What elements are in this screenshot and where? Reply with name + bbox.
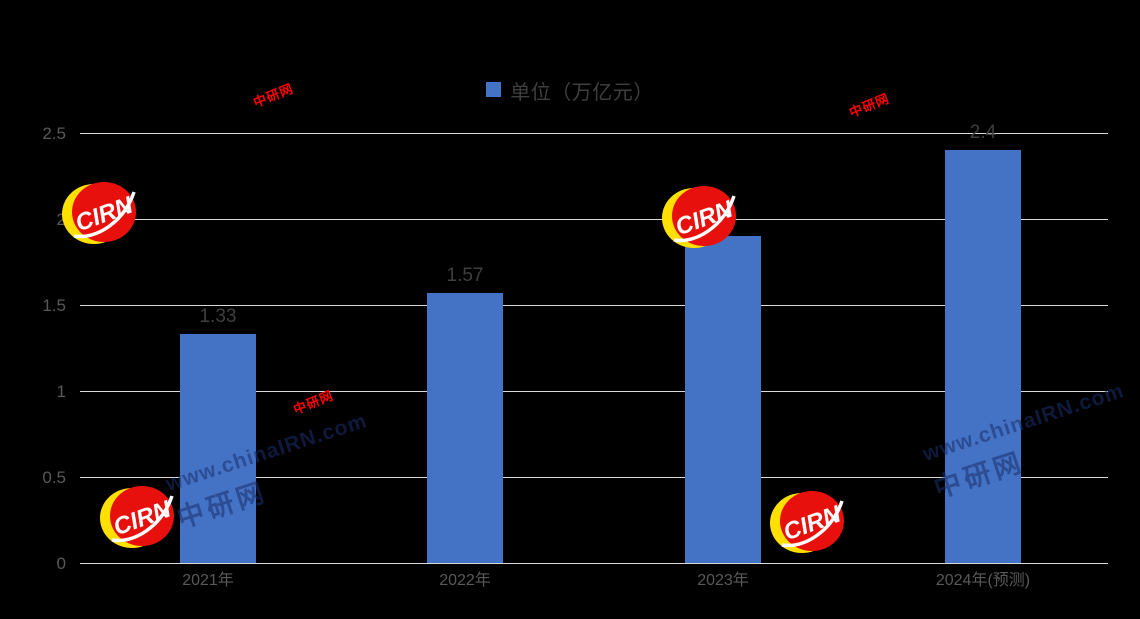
bar-value-label: 1.33 — [199, 306, 237, 327]
y-tick-label: 2.5 — [42, 124, 66, 143]
bar-2023[interactable] — [685, 236, 761, 563]
y-tick-label: 2 — [56, 210, 66, 229]
bar-value-label: 2.4 — [969, 122, 997, 143]
bar-2024[interactable] — [945, 150, 1021, 563]
bar-value-label: 1.57 — [446, 265, 484, 286]
x-tick-label-2024: 2024年(预测) — [935, 572, 1031, 589]
bar-value-label: 1.9 — [709, 208, 737, 229]
y-tick-label: 0 — [56, 554, 66, 573]
legend-label: 单位（万亿元） — [510, 82, 654, 104]
x-tick-label-2022: 2022年 — [439, 572, 491, 589]
bar-2021[interactable] — [180, 334, 256, 563]
x-tick-label-2021: 2021年 — [182, 572, 234, 589]
y-tick-label: 0.5 — [42, 468, 66, 487]
x-axis-line — [80, 563, 1108, 564]
x-tick-label-2023: 2023年 — [697, 572, 749, 589]
gridline — [80, 133, 1108, 134]
y-tick-label: 1 — [56, 382, 66, 401]
gridline — [80, 219, 1108, 220]
gridline — [80, 305, 1108, 306]
bar-2022[interactable] — [427, 293, 503, 563]
chart-legend: 单位（万亿元） — [0, 76, 1140, 105]
y-tick-label: 1.5 — [42, 296, 66, 315]
gridline — [80, 391, 1108, 392]
gridline — [80, 477, 1108, 478]
plot-area: 1.33 1.57 1.9 2.4 — [80, 123, 1108, 564]
legend-swatch-icon — [486, 81, 502, 97]
